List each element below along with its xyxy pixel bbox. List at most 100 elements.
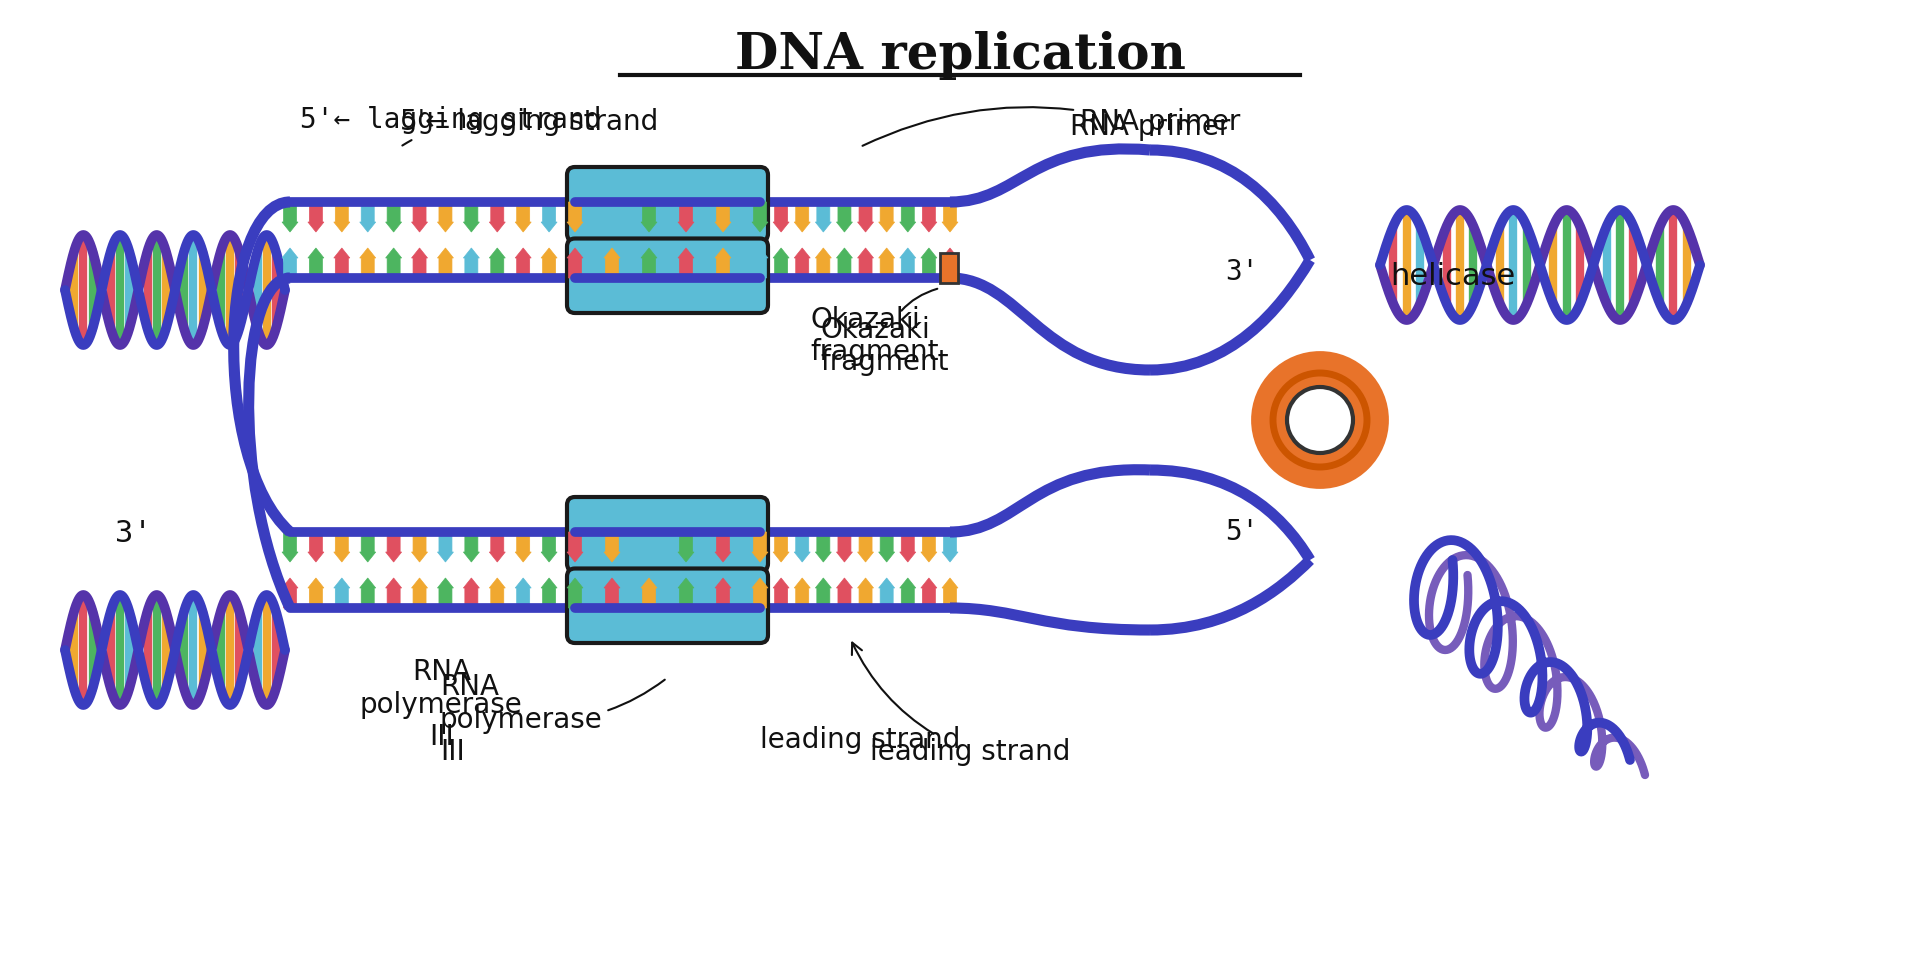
Text: Okazaki
fragment: Okazaki fragment [820,289,948,376]
FancyArrow shape [566,248,584,278]
FancyArrow shape [678,578,693,608]
FancyArrow shape [753,202,768,232]
FancyArrow shape [900,248,916,278]
FancyArrow shape [879,248,895,278]
FancyArrow shape [641,248,657,278]
FancyArrow shape [490,202,505,232]
FancyArrow shape [753,248,768,278]
FancyArrow shape [411,248,428,278]
Text: 5'← lagging strand: 5'← lagging strand [300,106,601,134]
FancyArrow shape [879,578,895,608]
Text: helicase: helicase [1390,262,1515,291]
FancyArrow shape [359,248,376,278]
FancyArrow shape [463,248,480,278]
FancyArrow shape [641,202,657,232]
FancyArrow shape [922,532,937,562]
FancyArrow shape [334,578,349,608]
FancyArrow shape [943,578,958,608]
FancyArrow shape [922,578,937,608]
Text: leading strand: leading strand [852,642,1069,766]
FancyArrow shape [922,202,937,232]
FancyArrow shape [816,248,831,278]
FancyArrow shape [774,578,789,608]
FancyArrow shape [678,532,693,562]
FancyArrow shape [515,248,532,278]
FancyArrow shape [386,578,401,608]
FancyArrow shape [837,202,852,232]
FancyArrow shape [753,532,768,562]
FancyArrow shape [515,202,532,232]
FancyArrow shape [753,202,768,232]
FancyArrow shape [438,532,453,562]
FancyArrow shape [922,248,937,278]
FancyArrow shape [879,532,895,562]
FancyArrow shape [386,202,401,232]
Text: 5': 5' [1225,518,1258,546]
FancyArrow shape [541,532,557,562]
FancyArrow shape [541,578,557,608]
FancyArrow shape [359,578,376,608]
FancyArrow shape [795,532,810,562]
FancyArrow shape [714,578,732,608]
FancyArrow shape [438,248,453,278]
FancyArrow shape [900,532,916,562]
FancyArrow shape [605,532,620,562]
FancyArrow shape [411,202,428,232]
FancyArrow shape [359,202,376,232]
Text: RNA primer: RNA primer [1079,108,1240,136]
FancyArrow shape [566,532,584,562]
Text: 5'← lagging strand: 5'← lagging strand [399,108,659,146]
FancyArrow shape [641,532,657,562]
FancyBboxPatch shape [566,167,768,241]
FancyArrow shape [566,202,584,232]
Wedge shape [1265,365,1375,475]
FancyBboxPatch shape [566,238,768,313]
FancyArrow shape [837,532,852,562]
FancyArrow shape [816,532,831,562]
FancyArrow shape [515,578,532,608]
FancyArrow shape [753,578,768,608]
FancyArrow shape [816,202,831,232]
FancyArrow shape [566,248,584,278]
FancyArrow shape [566,532,584,562]
Text: RNA
polymerase
III: RNA polymerase III [361,658,522,751]
Text: RNA
polymerase
III: RNA polymerase III [440,674,664,766]
FancyArrow shape [753,248,768,278]
FancyArrow shape [678,248,693,278]
FancyArrow shape [605,578,620,608]
FancyArrow shape [641,578,657,608]
FancyArrow shape [858,248,874,278]
FancyArrow shape [490,532,505,562]
FancyArrow shape [678,202,693,232]
FancyArrow shape [541,202,557,232]
Text: RNA primer: RNA primer [862,107,1231,146]
FancyArrow shape [463,532,480,562]
Text: leading strand: leading strand [760,726,960,754]
FancyBboxPatch shape [566,497,768,572]
FancyArrow shape [753,578,768,608]
Text: 3': 3' [115,519,152,548]
Text: Okazaki
fragment: Okazaki fragment [810,305,939,366]
FancyArrow shape [714,202,732,232]
FancyArrow shape [307,532,324,562]
FancyArrow shape [282,578,298,608]
FancyArrow shape [879,202,895,232]
Text: DNA replication: DNA replication [735,30,1185,80]
FancyArrow shape [463,202,480,232]
FancyArrow shape [795,248,810,278]
FancyArrow shape [605,248,620,278]
FancyArrow shape [900,202,916,232]
FancyArrow shape [490,578,505,608]
FancyArrow shape [334,248,349,278]
FancyArrow shape [334,532,349,562]
FancyArrow shape [858,578,874,608]
FancyArrow shape [605,202,620,232]
FancyArrow shape [837,248,852,278]
FancyArrow shape [411,578,428,608]
FancyArrow shape [837,578,852,608]
FancyArrow shape [307,202,324,232]
FancyArrow shape [282,248,298,278]
FancyArrow shape [714,532,732,562]
FancyArrow shape [816,578,831,608]
FancyArrow shape [411,532,428,562]
